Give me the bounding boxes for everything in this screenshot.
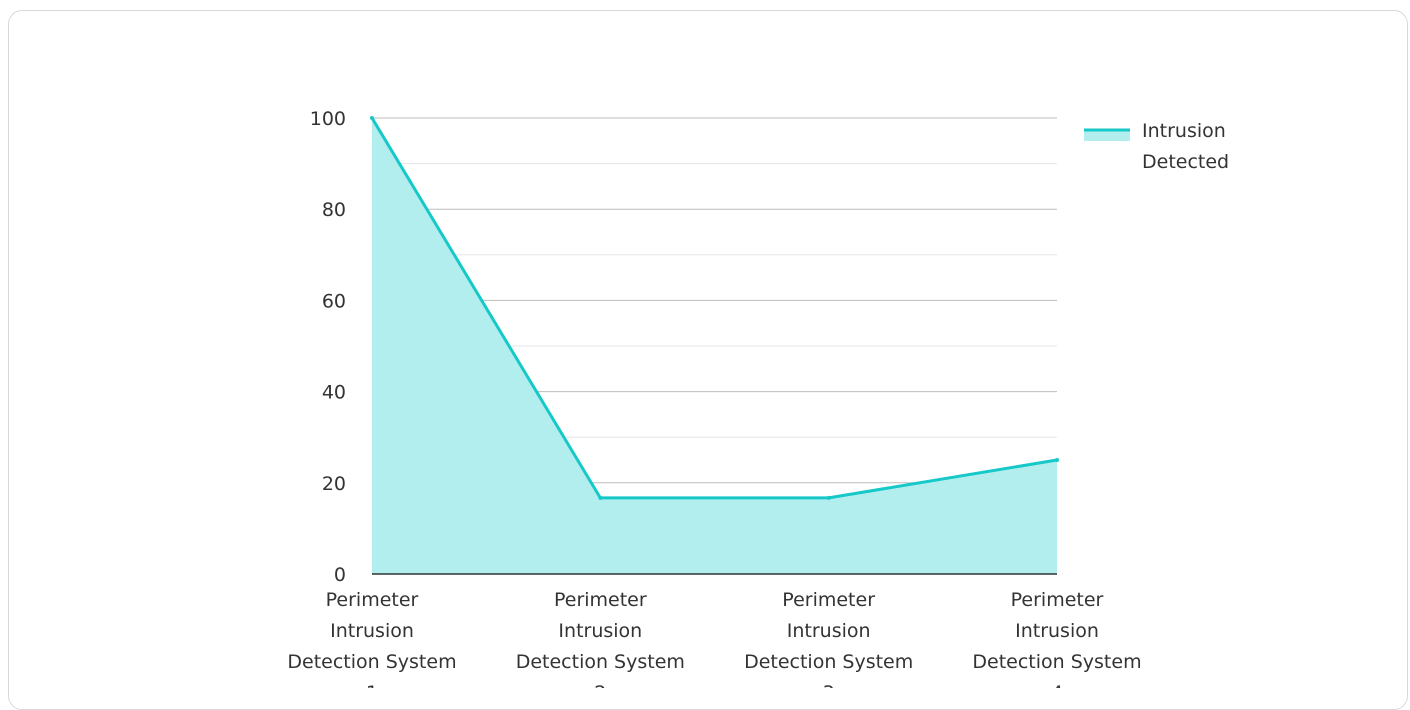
- y-tick-label: 100: [310, 108, 346, 130]
- y-tick-label: 80: [322, 199, 346, 221]
- y-tick-label: 60: [322, 290, 346, 312]
- y-tick-label: 0: [334, 564, 346, 586]
- data-point[interactable]: [1055, 458, 1059, 462]
- series-area: [372, 118, 1057, 574]
- chart-card: [8, 10, 1408, 710]
- data-point[interactable]: [826, 495, 831, 500]
- y-tick-label: 40: [322, 382, 346, 404]
- data-point[interactable]: [370, 116, 374, 120]
- series-layer: [370, 116, 1059, 574]
- y-tick-label: 20: [322, 473, 346, 495]
- data-point[interactable]: [598, 495, 603, 500]
- legend[interactable]: Intrusion Detected: [1084, 120, 1229, 173]
- area-chart: 0 20 40 60 80 100 Perimeter Intrusion Detection…: [287, 108, 1229, 688]
- legend-swatch-fill: [1084, 130, 1130, 141]
- legend-label: Intrusion Detected: [1142, 120, 1229, 173]
- y-axis-ticks: 0 20 40 60 80 100: [310, 108, 346, 586]
- series-line[interactable]: [370, 117, 1058, 500]
